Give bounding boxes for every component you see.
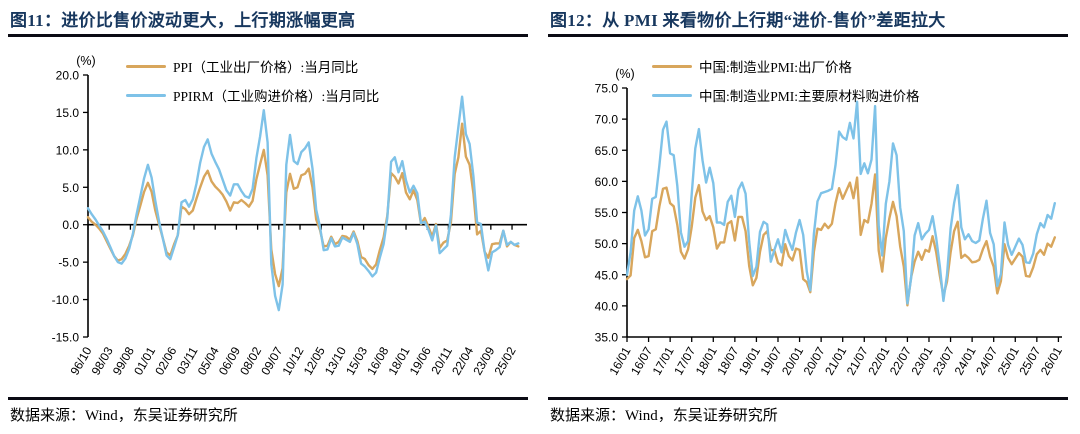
pmi-input-line-swatch: [652, 93, 692, 97]
legend-label-ppi: PPI（工业出厂价格）:当月同比: [173, 60, 359, 75]
svg-text:19/06: 19/06: [407, 344, 434, 377]
figure-12-source-rule: [548, 397, 1068, 400]
figure-11-legend: PPI（工业出厂价格）:当月同比 PPIRM（工业购进价格）:当月同比: [126, 56, 379, 105]
legend-label-pmi-input-price: 中国:制造业PMI:主要原材料购进价格: [699, 89, 920, 104]
figure-12-title-rule: [548, 34, 1068, 37]
ppirm-line-swatch: [126, 93, 166, 97]
pmi-chart-svg: 75.070.065.060.055.050.045.040.035.016/0…: [595, 67, 1066, 378]
svg-text:15.0: 15.0: [56, 106, 80, 120]
panel-figure-11: 图11：进价比售价波动更大，上行期涨幅更高 20.0 15.0 10.0 5.0 0.0…: [8, 11, 528, 424]
svg-text:70.0: 70.0: [595, 113, 619, 127]
legend-label-pmi-output-price: 中国:制造业PMI:出厂价格: [699, 60, 853, 75]
svg-text:0.0: 0.0: [62, 218, 79, 232]
svg-text:5.0: 5.0: [62, 181, 79, 195]
svg-text:20.0: 20.0: [56, 69, 80, 83]
figure-11-title-rule: [8, 34, 528, 37]
figure-12-title: 图12：从 PMI 来看物价上行期“进价-售价”差距拉大: [550, 11, 946, 30]
panel-figure-12: 图12：从 PMI 来看物价上行期“进价-售价”差距拉大 75.0 70.0 65.…: [540, 0, 1080, 434]
legend-item-ppi: PPI（工业出厂价格）:当月同比: [126, 56, 379, 76]
svg-text:65.0: 65.0: [595, 144, 619, 158]
legend-item-ppirm: PPIRM（工业购进价格）:当月同比: [126, 85, 379, 105]
svg-text:02/06: 02/06: [152, 344, 179, 377]
figure-12-data-source: 数据来源：Wind，东吴证券研究所: [550, 408, 778, 424]
legend-item-pmi-output-price: 中国:制造业PMI:出厂价格: [652, 56, 920, 76]
svg-text:-15.0: -15.0: [52, 331, 80, 345]
ppi-chart-svg: 20.015.010.05.00.0-5.0-10.0-15.096/1098/…: [52, 54, 527, 378]
svg-text:45.0: 45.0: [595, 268, 619, 282]
pmi-output-line-swatch: [652, 64, 692, 68]
svg-text:60.0: 60.0: [595, 175, 619, 189]
figure-11-title: 图11：进价比售价波动更大，上行期涨幅更高: [10, 11, 356, 30]
svg-text:35.0: 35.0: [595, 331, 619, 345]
legend-label-ppirm: PPIRM（工业购进价格）:当月同比: [173, 89, 380, 104]
svg-text:55.0: 55.0: [595, 206, 619, 220]
svg-text:75.0: 75.0: [595, 82, 619, 96]
svg-text:50.0: 50.0: [595, 237, 619, 251]
svg-text:26/01: 26/01: [1038, 344, 1065, 377]
figure-11-data-source: 数据来源：Wind，东吴证券研究所: [10, 408, 238, 424]
svg-text:-10.0: -10.0: [52, 293, 80, 307]
svg-text:-5.0: -5.0: [58, 256, 79, 270]
figure-11-source-rule: [8, 397, 528, 400]
svg-text:(%): (%): [76, 54, 95, 68]
svg-text:(%): (%): [615, 67, 634, 81]
svg-text:25/02: 25/02: [491, 344, 518, 377]
svg-text:10.0: 10.0: [56, 143, 80, 157]
figure-12-legend: 中国:制造业PMI:出厂价格 中国:制造业PMI:主要原材料购进价格: [652, 56, 920, 105]
svg-text:40.0: 40.0: [595, 299, 619, 313]
legend-item-pmi-input-price: 中国:制造业PMI:主要原材料购进价格: [652, 85, 920, 105]
ppi-line-swatch: [126, 64, 166, 68]
